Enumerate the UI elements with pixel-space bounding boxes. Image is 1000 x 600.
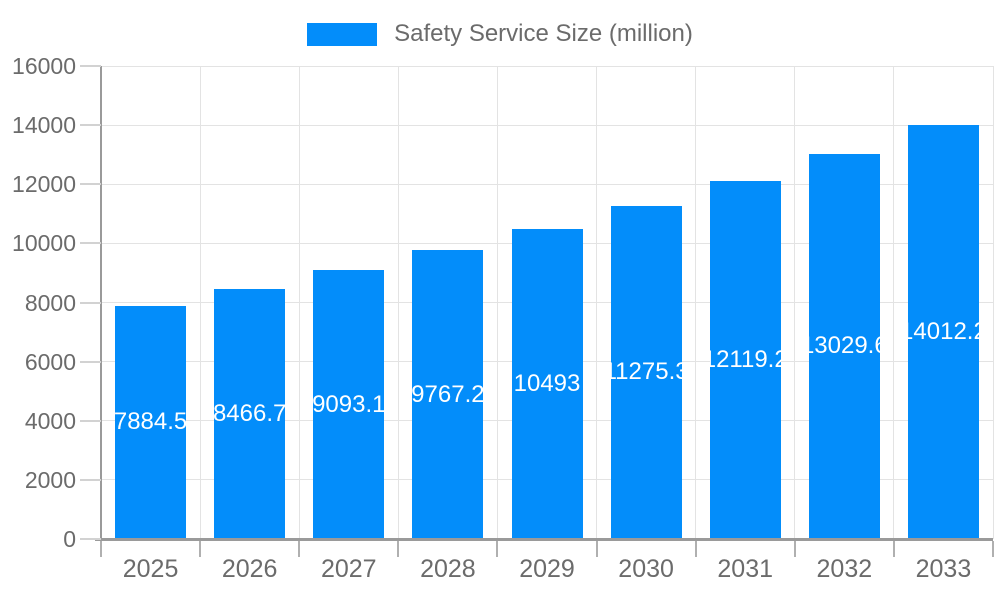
bar-value-label: 11275.3	[611, 358, 682, 386]
bar-value-label: 10493	[513, 369, 581, 397]
x-tick-label: 2028	[420, 555, 476, 583]
grid-line-v	[596, 66, 598, 539]
bar[interactable]: 14012.2	[907, 124, 979, 539]
x-tick	[793, 541, 796, 557]
x-tick	[298, 541, 301, 557]
plot-area: 7884.5 8466.7 9093.1 9767.2 10493 11275.3 1211…	[101, 65, 994, 539]
bar[interactable]: 11275.3	[610, 205, 682, 539]
grid-line-v	[397, 66, 399, 539]
x-tick-label: 2029	[519, 555, 575, 583]
y-tick	[80, 419, 101, 422]
grid-line-v	[199, 66, 201, 539]
x-tick	[100, 541, 102, 557]
y-tick-label: 0	[63, 526, 76, 552]
bar-value-label: 12119.2	[710, 345, 781, 373]
x-tick	[694, 541, 697, 557]
grid-line-h	[101, 65, 993, 67]
bar-value-label: 13029.6	[809, 332, 880, 360]
bar[interactable]: 9767.2	[412, 250, 484, 539]
legend-swatch	[307, 22, 378, 46]
y-tick	[80, 301, 101, 304]
grid-line-v	[794, 66, 796, 539]
y-tick-label: 12000	[12, 171, 76, 198]
x-tick-label: 2026	[221, 555, 278, 583]
y-tick-label: 14000	[12, 112, 76, 139]
bar[interactable]: 12119.2	[709, 180, 781, 539]
grid-line-v	[695, 66, 697, 539]
x-tick	[199, 541, 202, 557]
grid-line-v	[992, 66, 994, 539]
x-tick-label: 2027	[320, 555, 377, 583]
y-tick	[80, 183, 101, 186]
x-tick-label: 2030	[618, 555, 674, 583]
grid-line-v	[298, 66, 300, 539]
x-tick-label: 2033	[915, 555, 972, 583]
x-axis-line	[95, 538, 993, 541]
x-tick-label: 2025	[122, 555, 179, 583]
x-tick	[595, 541, 598, 557]
bar-value-label: 7884.5	[115, 408, 187, 436]
x-tick	[992, 541, 994, 557]
bar[interactable]: 8466.7	[214, 288, 286, 539]
bar-value-label: 14012.2	[908, 317, 979, 345]
x-tick	[496, 541, 499, 557]
bar[interactable]: 10493	[511, 228, 583, 539]
x-tick	[397, 541, 400, 557]
y-tick	[80, 478, 101, 481]
y-tick	[80, 124, 101, 127]
grid-line-h	[101, 183, 993, 185]
y-tick	[80, 65, 101, 67]
bar-value-label: 8466.7	[214, 399, 286, 427]
y-tick	[80, 538, 101, 540]
bar[interactable]: 7884.5	[115, 305, 187, 539]
y-tick	[80, 360, 101, 363]
grid-line-v	[893, 66, 895, 539]
bar-value-label: 9093.1	[313, 390, 385, 418]
x-tick-label: 2032	[816, 555, 873, 583]
y-tick	[80, 242, 101, 245]
bar[interactable]: 13029.6	[808, 153, 880, 539]
y-tick-label: 6000	[24, 348, 76, 375]
x-tick-label: 2031	[717, 555, 774, 583]
grid-line-h	[101, 124, 993, 126]
bar-value-label: 9767.2	[412, 380, 484, 408]
legend[interactable]: Safety Service Size (million)	[0, 20, 1000, 48]
bar[interactable]: 9093.1	[313, 270, 385, 539]
y-tick-label: 10000	[12, 230, 76, 257]
y-tick-label: 4000	[24, 407, 76, 434]
legend-label: Safety Service Size (million)	[394, 20, 693, 47]
y-tick-label: 16000	[12, 53, 76, 79]
grid-line-v	[496, 66, 498, 539]
x-tick	[892, 541, 895, 557]
y-tick-label: 8000	[24, 289, 76, 316]
y-tick-label: 2000	[24, 466, 76, 493]
y-axis-line	[100, 66, 102, 557]
